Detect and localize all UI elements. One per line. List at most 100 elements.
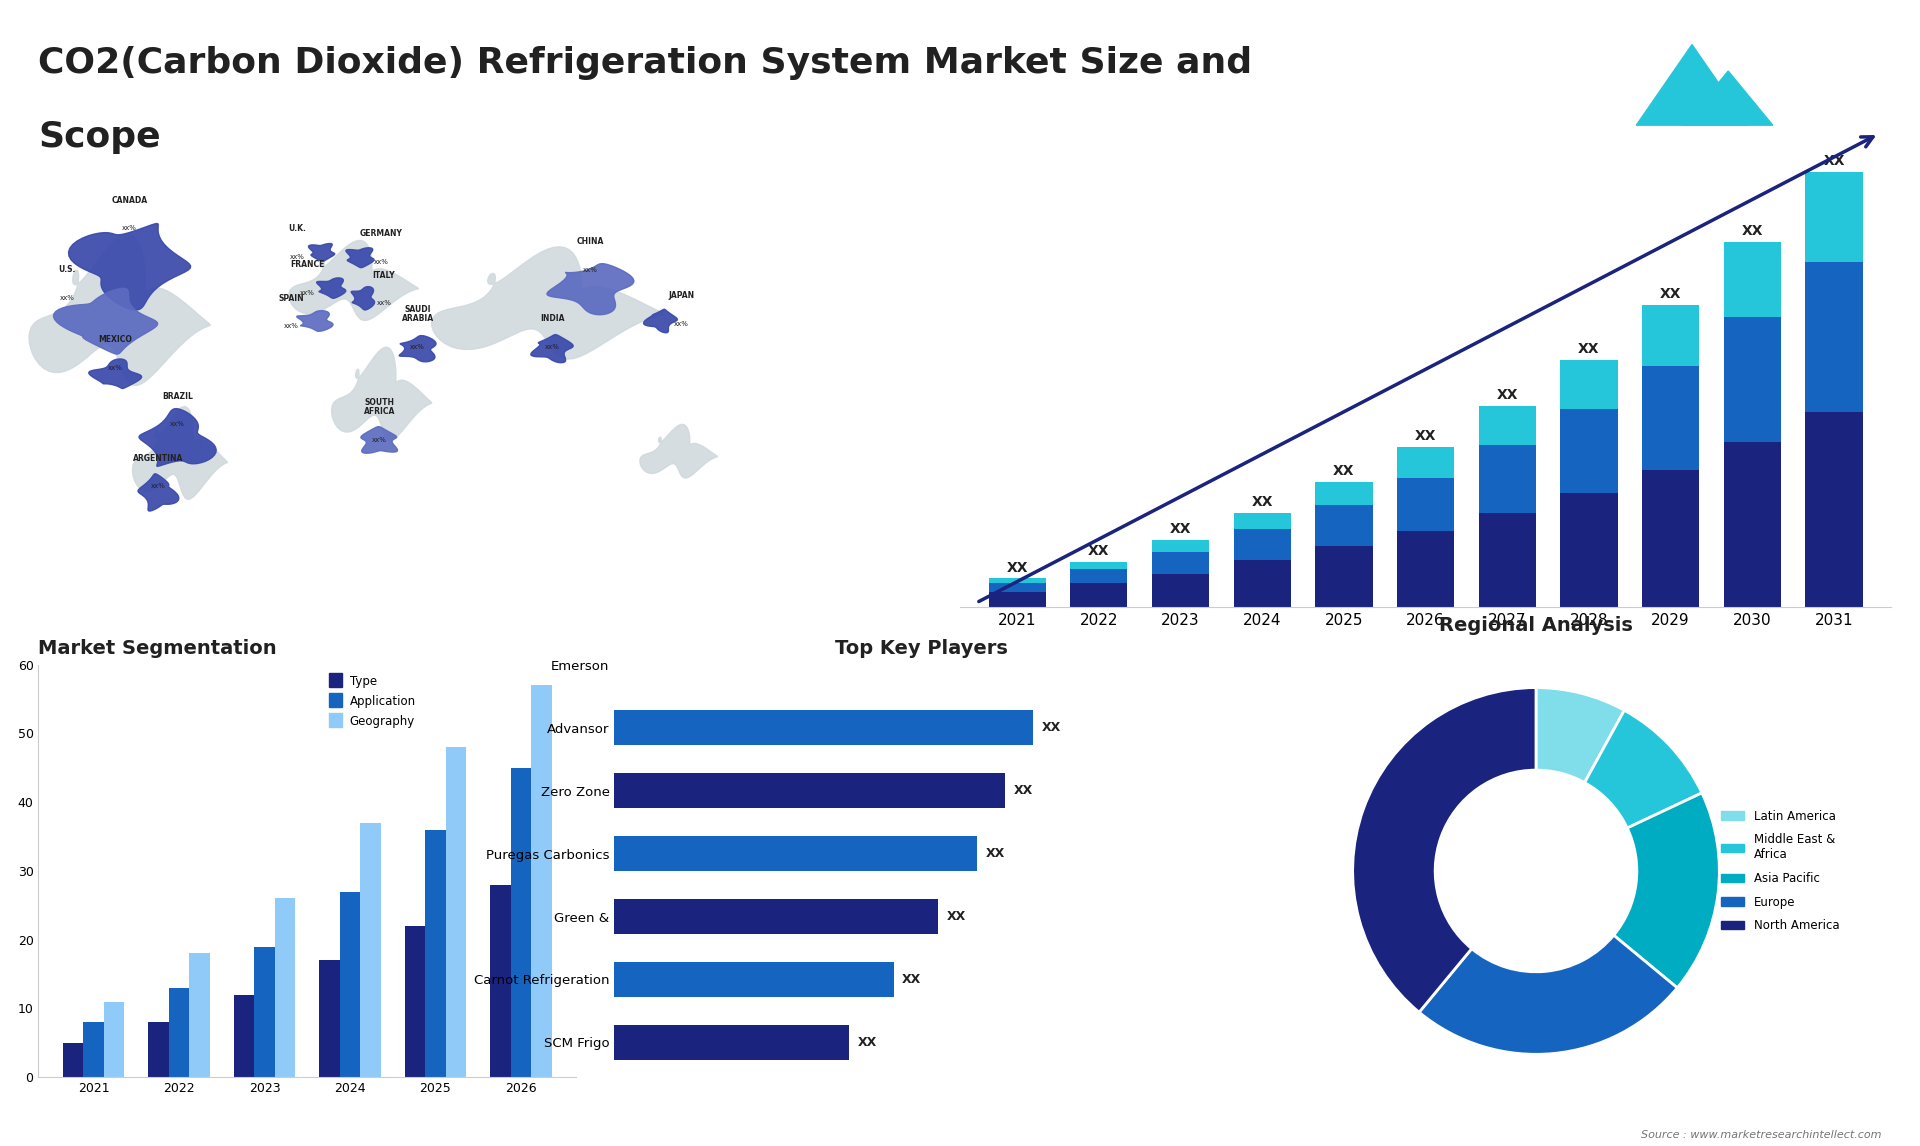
Polygon shape bbox=[317, 277, 346, 298]
Bar bbox=[1152, 540, 1210, 552]
Bar bbox=[1724, 442, 1782, 607]
Text: MARKET
RESEARCH
INTELLECT: MARKET RESEARCH INTELLECT bbox=[1789, 60, 1843, 94]
Wedge shape bbox=[1613, 793, 1718, 988]
Bar bbox=[1235, 560, 1290, 607]
Title: Regional Analysis: Regional Analysis bbox=[1440, 615, 1632, 635]
Text: XX: XX bbox=[1043, 721, 1062, 735]
Text: U.S.: U.S. bbox=[58, 266, 77, 274]
Text: xx%: xx% bbox=[300, 290, 315, 296]
Bar bbox=[1561, 360, 1617, 409]
Text: xx%: xx% bbox=[123, 226, 136, 231]
Polygon shape bbox=[1636, 45, 1747, 125]
Bar bbox=[148, 1022, 169, 1077]
Bar bbox=[1069, 562, 1127, 570]
Bar bbox=[989, 583, 1046, 592]
Bar bbox=[445, 747, 467, 1077]
Text: xx%: xx% bbox=[171, 422, 184, 427]
Legend: Type, Application, Geography: Type, Application, Geography bbox=[324, 670, 420, 733]
Text: xx%: xx% bbox=[376, 300, 392, 306]
Text: XX: XX bbox=[1578, 342, 1599, 356]
Bar bbox=[169, 988, 190, 1077]
Polygon shape bbox=[432, 246, 664, 359]
Text: xx%: xx% bbox=[372, 437, 386, 442]
Bar bbox=[532, 685, 551, 1077]
Bar bbox=[1642, 305, 1699, 366]
Text: CHINA: CHINA bbox=[576, 237, 605, 246]
Text: XX: XX bbox=[1741, 225, 1763, 238]
Text: XX: XX bbox=[1496, 387, 1519, 402]
Bar bbox=[253, 947, 275, 1077]
Bar bbox=[1315, 482, 1373, 505]
Legend: Latin America, Middle East &
Africa, Asia Pacific, Europe, North America: Latin America, Middle East & Africa, Asi… bbox=[1716, 804, 1845, 937]
Bar bbox=[1152, 552, 1210, 574]
Wedge shape bbox=[1584, 711, 1701, 829]
Polygon shape bbox=[309, 243, 334, 261]
Bar bbox=[319, 960, 340, 1077]
Text: FRANCE: FRANCE bbox=[290, 260, 324, 269]
Polygon shape bbox=[29, 234, 209, 385]
Text: SPAIN: SPAIN bbox=[278, 293, 303, 303]
Text: XX: XX bbox=[1014, 784, 1033, 798]
Text: SOUTH
AFRICA: SOUTH AFRICA bbox=[363, 398, 396, 416]
Text: xx%: xx% bbox=[284, 323, 298, 329]
Bar bbox=[1398, 531, 1453, 607]
Bar bbox=[275, 898, 296, 1077]
Polygon shape bbox=[54, 289, 157, 354]
Bar bbox=[614, 900, 939, 934]
Text: XX: XX bbox=[1661, 286, 1682, 301]
Bar bbox=[63, 1043, 83, 1077]
Polygon shape bbox=[138, 409, 217, 466]
Polygon shape bbox=[332, 347, 432, 440]
Bar bbox=[83, 1022, 104, 1077]
Text: XX: XX bbox=[1089, 543, 1110, 558]
Text: ITALY: ITALY bbox=[372, 270, 396, 280]
Text: XX: XX bbox=[858, 1036, 877, 1049]
Polygon shape bbox=[346, 248, 374, 268]
Polygon shape bbox=[88, 359, 142, 388]
Text: XX: XX bbox=[947, 910, 966, 923]
Bar bbox=[361, 823, 380, 1077]
Bar bbox=[1478, 512, 1536, 607]
Text: XX: XX bbox=[1252, 495, 1273, 509]
Bar bbox=[1235, 512, 1290, 529]
Bar bbox=[340, 892, 361, 1077]
Bar bbox=[614, 711, 1033, 745]
Text: XX: XX bbox=[1169, 523, 1190, 536]
Text: XX: XX bbox=[985, 847, 1004, 860]
Text: Scope: Scope bbox=[38, 120, 161, 155]
Text: MEXICO: MEXICO bbox=[98, 335, 132, 344]
Bar bbox=[511, 768, 532, 1077]
Bar bbox=[424, 830, 445, 1077]
Polygon shape bbox=[547, 264, 634, 315]
Bar bbox=[1561, 409, 1617, 493]
Text: INDIA: INDIA bbox=[540, 314, 564, 323]
Polygon shape bbox=[361, 426, 397, 454]
Bar bbox=[1398, 478, 1453, 531]
Polygon shape bbox=[643, 309, 678, 332]
Bar bbox=[104, 1002, 125, 1077]
Bar bbox=[1398, 447, 1453, 478]
Bar bbox=[490, 885, 511, 1077]
Text: xx%: xx% bbox=[108, 364, 123, 370]
Bar bbox=[1724, 317, 1782, 442]
Bar bbox=[614, 963, 893, 997]
Wedge shape bbox=[1419, 935, 1678, 1054]
Polygon shape bbox=[1684, 71, 1772, 125]
Text: Market Segmentation: Market Segmentation bbox=[38, 638, 276, 658]
Polygon shape bbox=[351, 286, 374, 309]
Polygon shape bbox=[639, 424, 718, 478]
Bar bbox=[989, 592, 1046, 607]
Text: U.K.: U.K. bbox=[288, 225, 307, 233]
Text: GERMANY: GERMANY bbox=[359, 229, 403, 238]
Polygon shape bbox=[132, 407, 227, 500]
Bar bbox=[1069, 570, 1127, 583]
Bar bbox=[234, 995, 253, 1077]
Text: XX: XX bbox=[1006, 560, 1027, 574]
Polygon shape bbox=[530, 335, 574, 362]
Text: xx%: xx% bbox=[584, 267, 597, 273]
Text: Source : www.marketresearchintellect.com: Source : www.marketresearchintellect.com bbox=[1642, 1130, 1882, 1140]
Bar bbox=[1805, 411, 1862, 607]
Bar bbox=[1069, 583, 1127, 607]
Bar bbox=[190, 953, 209, 1077]
Wedge shape bbox=[1536, 688, 1624, 783]
